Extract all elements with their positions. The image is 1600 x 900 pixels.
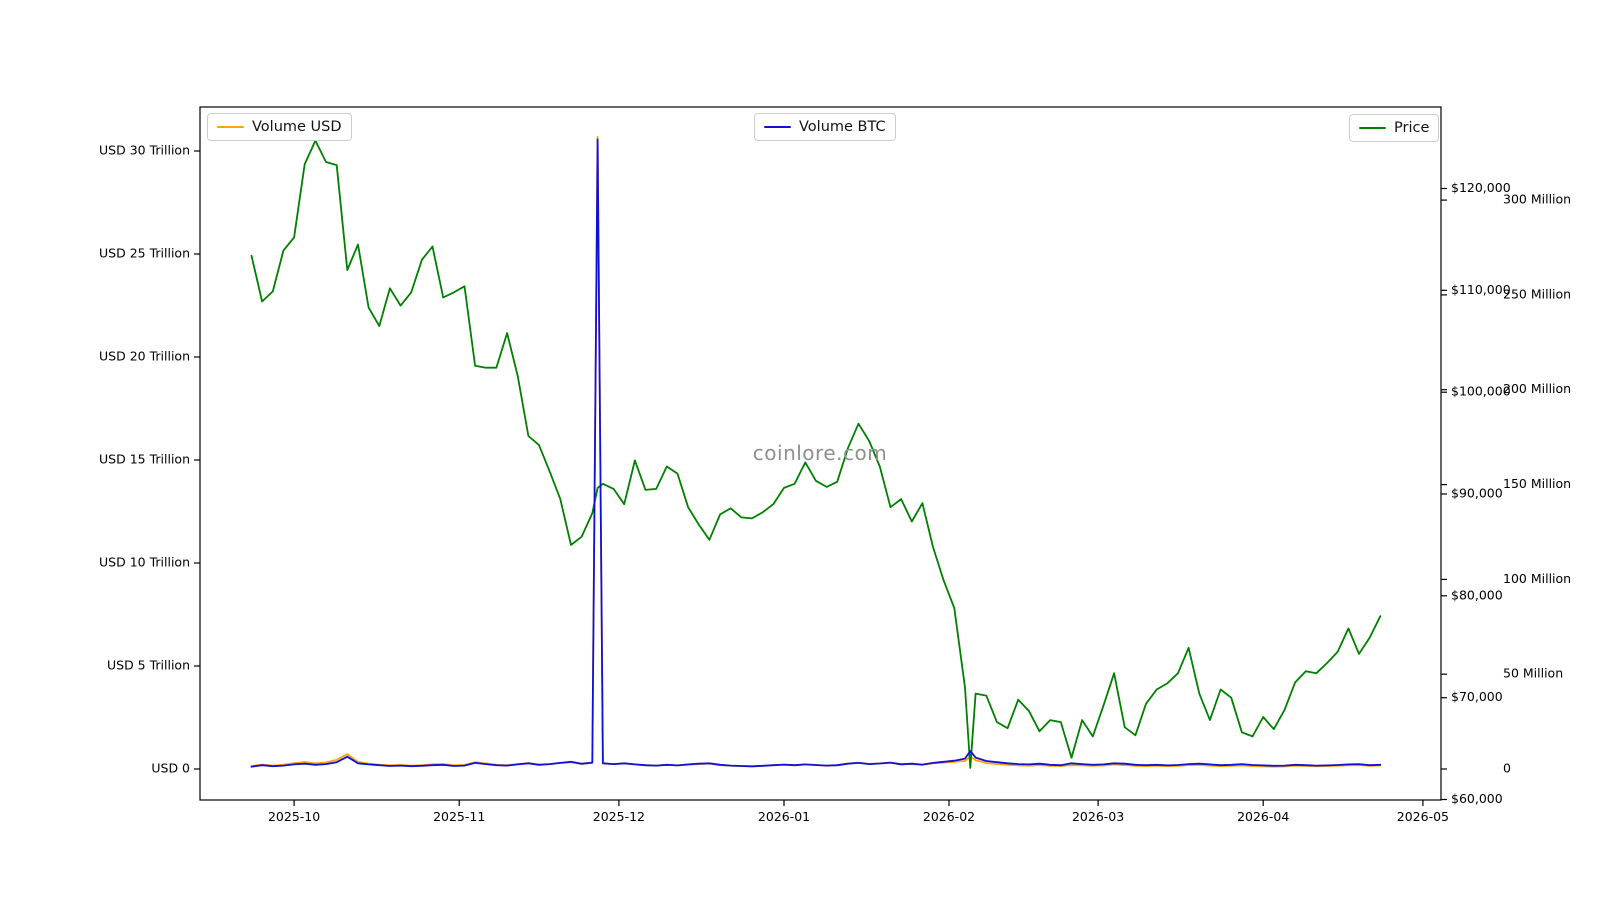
right-btc-tick-label: 200 Million <box>1503 381 1571 396</box>
right-btc-tick-label: 0 <box>1503 761 1511 776</box>
price-line <box>250 139 1382 769</box>
legend-volume-usd: Volume USD <box>207 113 352 141</box>
left-usd-tick-label: USD 5 Trillion <box>107 658 190 673</box>
volume-btc-line-swatch <box>764 125 791 129</box>
right-price-tick-label: $60,000 <box>1451 791 1503 806</box>
left-usd-tick-label: USD 30 Trillion <box>99 143 190 158</box>
left-usd-tick-label: USD 25 Trillion <box>99 246 190 261</box>
x-tick-label: 2026-05 <box>1397 809 1449 824</box>
volume-usd-line-swatch <box>217 125 244 129</box>
volume-btc-legend-label: Volume BTC <box>799 118 886 135</box>
x-tick-label: 2025-12 <box>593 809 645 824</box>
watermark: coinlore.com <box>752 441 888 465</box>
x-tick-label: 2026-01 <box>758 809 810 824</box>
right-btc-tick-label: 300 Million <box>1503 192 1571 207</box>
volume-usd-legend-label: Volume USD <box>252 118 342 135</box>
price-line-swatch <box>1359 126 1386 130</box>
x-tick-label: 2025-10 <box>268 809 320 824</box>
left-usd-tick-label: USD 10 Trillion <box>99 555 190 570</box>
right-price-tick-label: $110,000 <box>1451 282 1511 297</box>
legend-volume-btc: Volume BTC <box>754 113 896 141</box>
right-price-tick-label: $90,000 <box>1451 486 1503 501</box>
right-btc-tick-label: 250 Million <box>1503 286 1571 301</box>
left-usd-tick-label: USD 0 <box>151 761 190 776</box>
left-usd-tick-label: USD 15 Trillion <box>99 452 190 467</box>
right-price-tick-label: $80,000 <box>1451 587 1503 602</box>
right-price-tick-label: $70,000 <box>1451 689 1503 704</box>
x-tick-label: 2026-04 <box>1237 809 1289 824</box>
right-btc-tick-label: 100 Million <box>1503 571 1571 586</box>
legend-price: Price <box>1349 114 1440 142</box>
right-btc-tick-label: 150 Million <box>1503 476 1571 491</box>
plot-border <box>199 106 1442 801</box>
right-price-tick-label: $100,000 <box>1451 384 1511 399</box>
x-tick-label: 2026-03 <box>1072 809 1124 824</box>
volume-btc-line <box>250 138 1382 768</box>
x-tick-label: 2026-02 <box>923 809 975 824</box>
price-legend-label: Price <box>1394 119 1430 136</box>
x-tick-label: 2025-11 <box>433 809 485 824</box>
right-price-tick-label: $120,000 <box>1451 180 1511 195</box>
right-btc-tick-label: 50 Million <box>1503 666 1563 681</box>
left-usd-tick-label: USD 20 Trillion <box>99 349 190 364</box>
